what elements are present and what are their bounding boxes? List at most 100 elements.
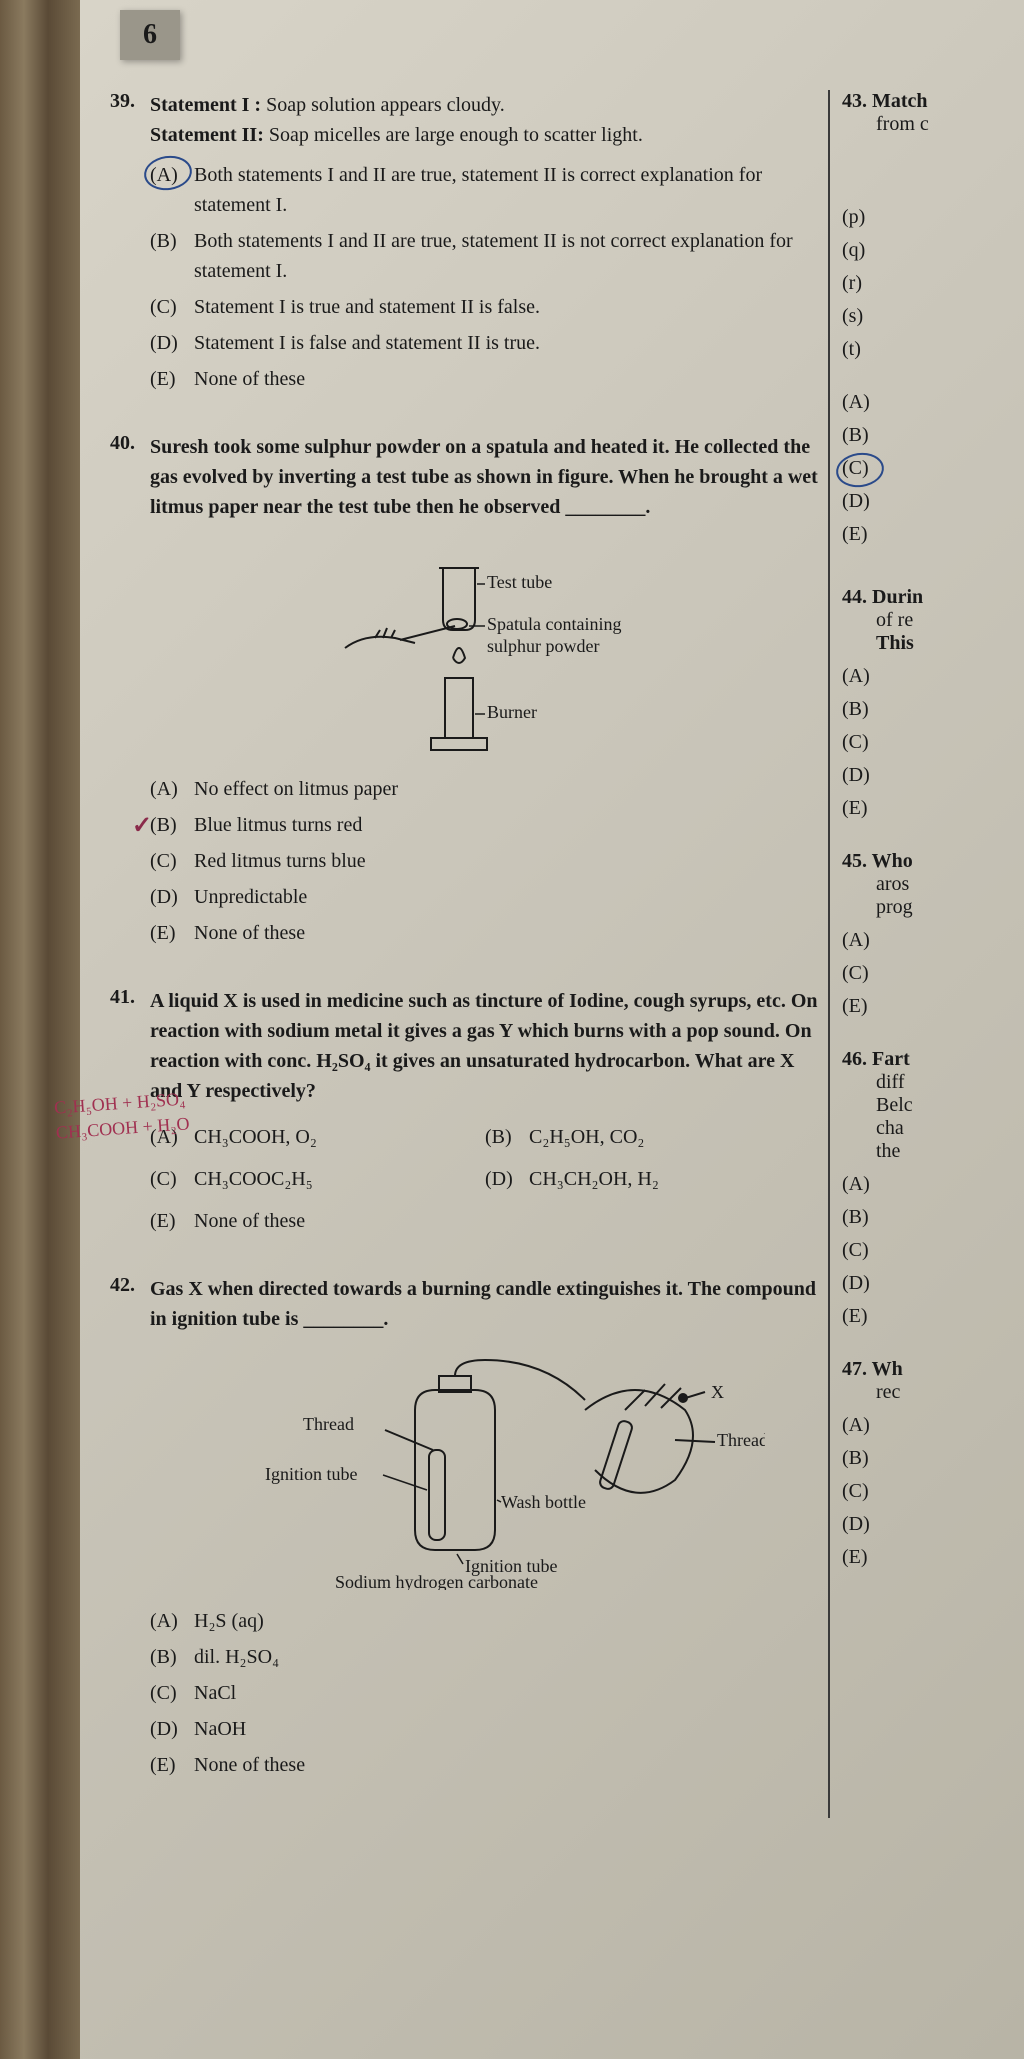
subtext: from c [876,113,1000,136]
question-45-partial: 45. Who aros prog (A) (C) (E) [842,850,1000,1018]
wash-bottle-label: Wash bottle [501,1492,586,1512]
exam-page: 6 39. Statement I : Soap solution appear… [80,0,1024,2059]
opt-D: (D) [842,1513,1000,1536]
option-E: (E) None of these [150,1206,820,1236]
statement1-text: Soap solution appears cloudy. [261,94,505,116]
line2: prog [876,896,1000,919]
option-D: (D) CH₃CH₂OH, H₂ [485,1164,820,1194]
option-label: (B) [150,1642,194,1672]
option-D: (D) NaOH [150,1714,820,1744]
opt-E: (E) [842,797,1000,820]
opt-A: (A) [842,1414,1000,1437]
option-text: Both statements I and II are true, state… [194,160,820,220]
right-opts: (A) (B) (C) (D) (E) [842,665,1000,820]
q40-right-opts: (A) (B) (C) (D) (E) [842,391,1000,546]
opt-B: (B) [842,424,1000,447]
opt-B: (B) [842,1447,1000,1470]
opt-r: (r) [842,272,1000,295]
stem-line-1: Statement I : Soap solution appears clou… [150,90,820,120]
stem: Suresh took some sulphur powder on a spa… [150,432,820,522]
question-body: Suresh took some sulphur powder on a spa… [150,432,820,954]
question-number: 39. [110,90,150,400]
opt-A: (A) [842,391,1000,414]
photo-border-texture [0,0,80,2059]
option-B: (B) C₂H₅OH, CO₂ [485,1122,820,1152]
qnum: 45. [842,850,867,872]
opt-A: (A) [842,665,1000,688]
spatula-label-1: Spatula containing [487,614,621,634]
right-opts: (A) (B) (C) (D) (E) [842,1414,1000,1569]
opt-C: (C) [842,457,1000,480]
question-42: 42. Gas X when directed towards a burnin… [110,1274,820,1786]
option-label: (B) [485,1122,529,1152]
burner-label: Burner [487,702,537,722]
opt-C: (C) [842,1239,1000,1262]
option-E: (E) None of these [150,918,820,948]
option-text: NaCl [194,1678,820,1708]
stem: A liquid X is used in medicine such as t… [150,986,820,1106]
question-39: 39. Statement I : Soap solution appears … [110,90,820,400]
opt-D: (D) [842,1272,1000,1295]
question-number: 42. [110,1274,150,1786]
option-A: (A) CH₃COOH, O₂ [150,1122,485,1152]
options: (A) Both statements I and II are true, s… [150,160,820,394]
option-text: CH₃CH₂OH, H₂ [529,1164,820,1194]
option-text: Unpredictable [194,882,820,912]
opt-B: (B) [842,1206,1000,1229]
opt-p: (p) [842,206,1000,229]
qnum: 44. [842,586,867,608]
option-E: (E) None of these [150,1750,820,1780]
option-label: (D) [150,1714,194,1744]
page-number: 6 [143,19,157,51]
option-text: H₂S (aq) [194,1606,820,1636]
line3: cha [876,1117,1000,1140]
right-opts: (A) (C) (E) [842,929,1000,1018]
question-body: Statement I : Soap solution appears clou… [150,90,820,400]
qtext: Wh [872,1358,903,1380]
spatula-label-2: sulphur powder [487,636,599,656]
option-label: (E) [150,364,194,394]
option-label: (C) [150,292,194,322]
question-43-partial: 43. Match from c (p) (q) (r) (s) (t) [842,90,1000,361]
option-A: (A) No effect on litmus paper [150,774,820,804]
right-opts: (A) (B) (C) (D) (E) [842,391,1000,546]
option-text: Statement I is false and statement II is… [194,328,820,358]
option-text: Both statements I and II are true, state… [194,226,820,286]
stem: Gas X when directed towards a burning ca… [150,1274,820,1334]
line1: rec [876,1381,1000,1404]
page-number-box: 6 [120,10,180,60]
option-A: (A) H₂S (aq) [150,1606,820,1636]
question-body: Gas X when directed towards a burning ca… [150,1274,820,1786]
opt-C: (C) [842,962,1000,985]
opt-E: (E) [842,1305,1000,1328]
option-B: (B) Blue litmus turns red [150,810,820,840]
option-label: (E) [150,1750,194,1780]
option-label: (A) [150,160,194,220]
line1: diff [876,1071,1000,1094]
handwritten-annotation: C₂H₅OH + H₂SO₄ CH₃COOH + H₂O [53,1086,190,1146]
qtext: Fart [872,1048,910,1070]
line1: aros [876,873,1000,896]
question-40: 40. Suresh took some sulphur powder on a… [110,432,820,954]
options: (A) No effect on litmus paper (B) Blue l… [150,774,820,948]
line1: of re [876,609,1000,632]
option-C: (C) Statement I is true and statement II… [150,292,820,322]
option-text: None of these [194,918,820,948]
option-text: Blue litmus turns red [194,810,820,840]
option-label: (C) [150,1164,194,1194]
qtext: Who [872,850,913,872]
statement2-text: Soap micelles are large enough to scatte… [264,124,643,146]
opt-s: (s) [842,305,1000,328]
option-label: (D) [485,1164,529,1194]
option-label: (E) [150,918,194,948]
nahco3-label: Sodium hydrogen carbonate [335,1572,538,1590]
wash-bottle-diagram: Thread Ignition tube Wash bottle Ignitio… [150,1350,820,1590]
line2: This [876,632,1000,655]
option-C: (C) Red litmus turns blue [150,846,820,876]
option-label: (A) [150,774,194,804]
option-label: (D) [150,328,194,358]
qnum: 43. [842,90,867,112]
opt-D: (D) [842,490,1000,513]
opt-B: (B) [842,698,1000,721]
left-column: 39. Statement I : Soap solution appears … [110,90,830,1818]
